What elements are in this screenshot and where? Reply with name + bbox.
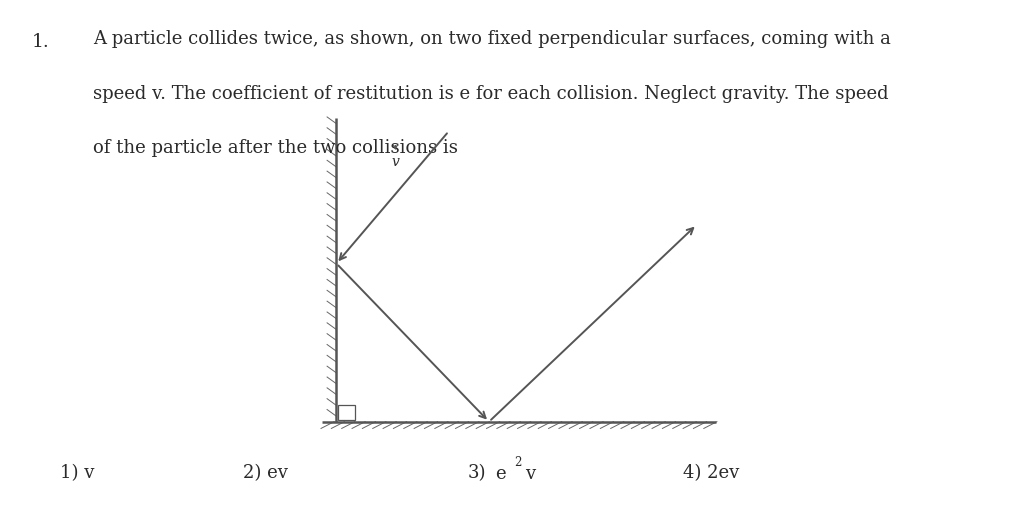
Text: v: v [391, 155, 399, 169]
Text: v: v [524, 465, 535, 483]
Text: 2) ev: 2) ev [243, 465, 288, 483]
Text: 3): 3) [468, 465, 486, 483]
Text: 2: 2 [514, 456, 521, 469]
Bar [338, 405, 355, 420]
Text: speed v. The coefficient of restitution is e for each collision. Neglect gravity: speed v. The coefficient of restitution … [93, 84, 889, 103]
Text: 4) 2ev: 4) 2ev [683, 465, 739, 483]
Text: 1.: 1. [32, 33, 50, 51]
Text: of the particle after the two collisions is: of the particle after the two collisions… [93, 139, 458, 157]
Text: e: e [496, 465, 506, 483]
Text: A particle collides twice, as shown, on two fixed perpendicular surfaces, coming: A particle collides twice, as shown, on … [93, 30, 891, 48]
Text: 1) v: 1) v [60, 465, 94, 483]
